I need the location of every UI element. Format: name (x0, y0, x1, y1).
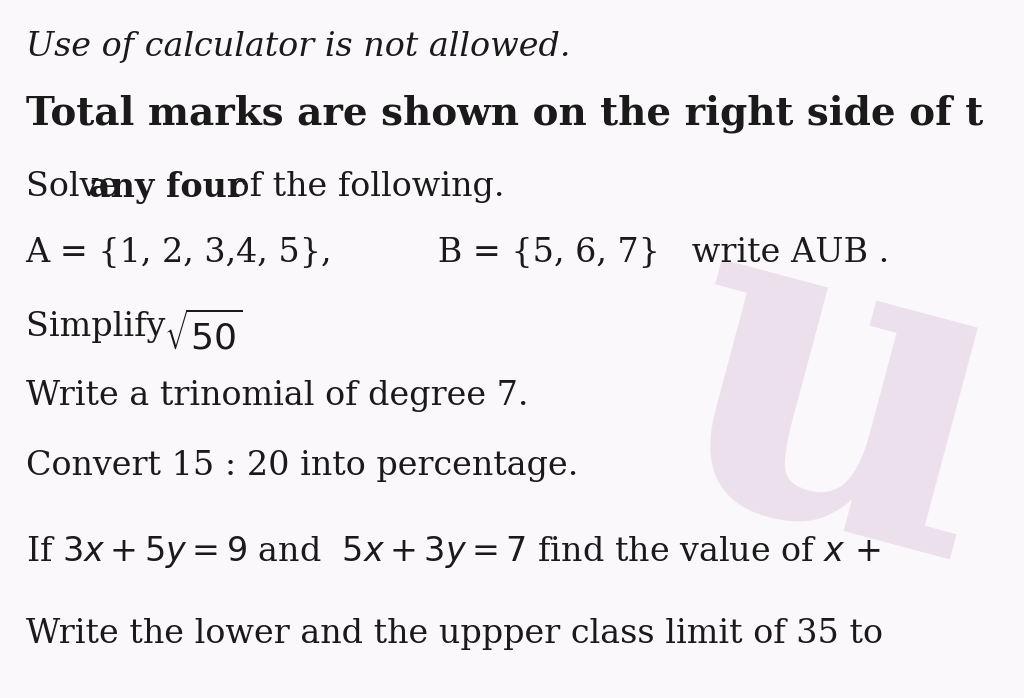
Text: Use of calculator is not allowed.: Use of calculator is not allowed. (26, 31, 570, 64)
Text: Convert 15 : 20 into percentage.: Convert 15 : 20 into percentage. (26, 450, 578, 482)
Text: Total marks are shown on the right side of t: Total marks are shown on the right side … (26, 94, 983, 133)
Text: Solve: Solve (26, 171, 128, 203)
Text: Write a trinomial of degree 7.: Write a trinomial of degree 7. (26, 380, 528, 413)
Text: u: u (628, 156, 1024, 654)
Text: A = {1, 2, 3,4, 5},          B = {5, 6, 7}   write AUB .: A = {1, 2, 3,4, 5}, B = {5, 6, 7} write … (26, 237, 890, 269)
Text: any four: any four (89, 171, 245, 204)
Text: If $3x + 5y = 9$ and  $5x + 3y = 7$ find the value of $x$ +: If $3x + 5y = 9$ and $5x + 3y = 7$ find … (26, 534, 880, 570)
Text: Simplify: Simplify (26, 311, 175, 343)
Text: Write the lower and the uppper class limit of 35 to: Write the lower and the uppper class lim… (26, 618, 883, 650)
Text: $\sqrt{50}$: $\sqrt{50}$ (164, 311, 243, 356)
Text: of the following.: of the following. (219, 171, 505, 203)
